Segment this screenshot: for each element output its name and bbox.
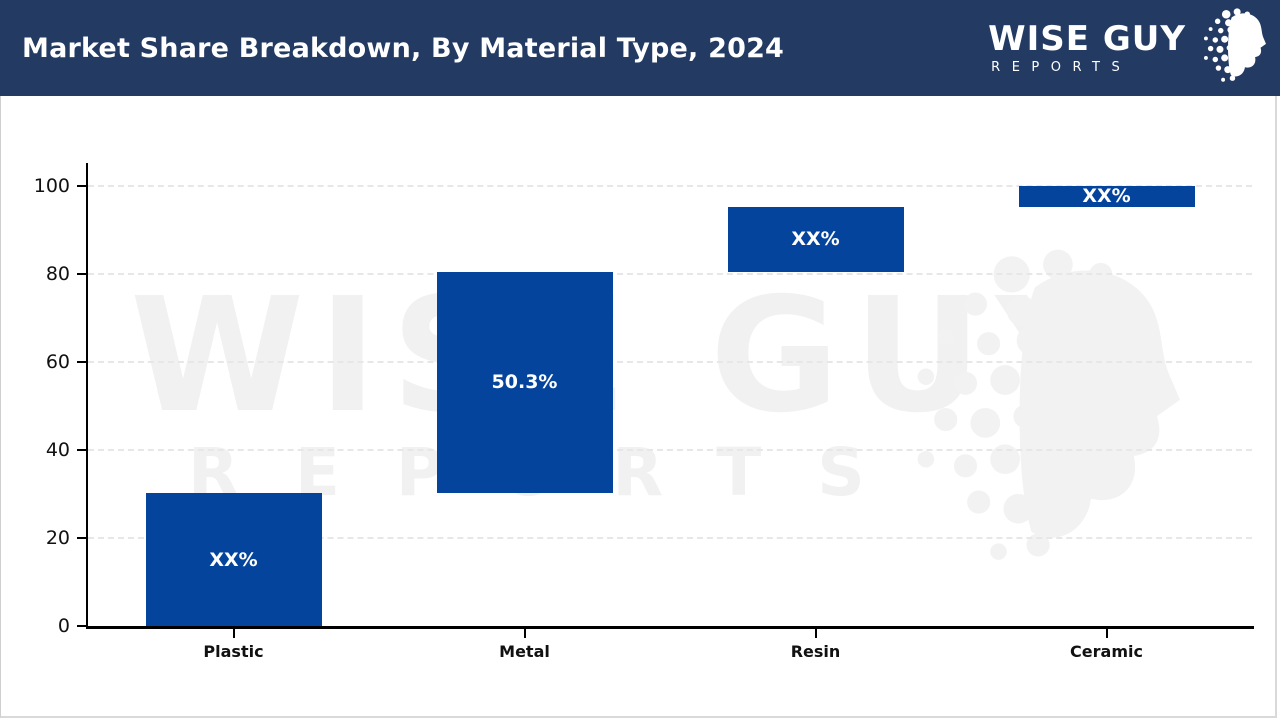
gridline-40 xyxy=(88,449,1252,451)
y-axis-tick xyxy=(77,273,86,275)
y-axis-tick xyxy=(77,537,86,539)
x-axis-tick xyxy=(814,629,817,638)
chart-canvas: WISE GUY REPORTS 020406080100XX%Plastic5… xyxy=(0,96,1280,720)
y-axis-tick-label: 100 xyxy=(33,175,70,197)
page-title: Market Share Breakdown, By Material Type… xyxy=(22,32,785,64)
x-axis-tick xyxy=(232,629,235,638)
y-axis-tick-label: 0 xyxy=(57,615,70,637)
y-axis-tick xyxy=(77,449,86,451)
bar-value-label: XX% xyxy=(791,228,840,251)
x-axis-tick-label: Metal xyxy=(499,642,550,661)
y-axis-tick-label: 80 xyxy=(45,263,70,285)
y-axis-tick xyxy=(77,625,86,627)
x-axis-line xyxy=(86,626,1254,629)
bar-value-label: XX% xyxy=(1082,185,1131,208)
bar-resin xyxy=(727,206,904,272)
y-axis-tick xyxy=(77,185,86,187)
logo-wordmark: WISE GUY REPORTS xyxy=(988,21,1186,75)
x-axis-tick xyxy=(523,629,526,638)
wiseguy-face-icon xyxy=(1203,8,1266,82)
x-axis-tick-label: Ceramic xyxy=(1070,642,1143,661)
x-axis-tick xyxy=(1105,629,1108,638)
header-bar: Market Share Breakdown, By Material Type… xyxy=(0,0,1280,96)
gridline-100 xyxy=(88,185,1252,187)
bar-value-label: 50.3% xyxy=(491,371,558,394)
logo-wordmark-line2: REPORTS xyxy=(991,60,1132,75)
x-axis-tick-label: Resin xyxy=(790,642,841,661)
bar-ceramic xyxy=(1018,186,1195,207)
logo-wordmark-line1: WISE GUY xyxy=(988,19,1186,59)
wiseguy-logo: WISE GUY REPORTS xyxy=(988,5,1266,91)
y-axis-line xyxy=(86,163,88,629)
y-axis-tick-label: 40 xyxy=(45,439,70,461)
y-axis-tick-label: 60 xyxy=(45,351,70,373)
bar-metal xyxy=(436,271,613,494)
y-axis-tick xyxy=(77,361,86,363)
x-axis-tick-label: Plastic xyxy=(203,642,264,661)
bar-plastic xyxy=(145,493,322,626)
bar-value-label: XX% xyxy=(209,548,258,571)
gridline-20 xyxy=(88,537,1252,539)
gridline-80 xyxy=(88,273,1252,275)
y-axis-tick-label: 20 xyxy=(45,527,70,549)
gridline-60 xyxy=(88,361,1252,363)
plot-area: 0 20 40 60 80 100 XX% Plastic 50.3% Metal XX% Resin… xyxy=(34,163,1254,661)
